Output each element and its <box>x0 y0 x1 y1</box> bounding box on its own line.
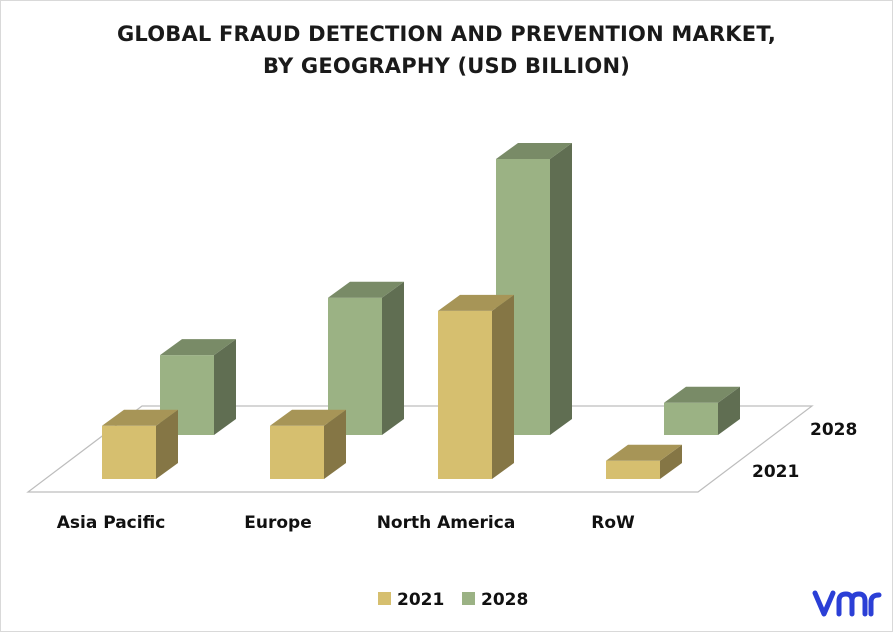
bar-front-face <box>270 425 324 479</box>
legend-swatch <box>462 592 475 605</box>
depth-label-2021: 2021 <box>752 462 799 482</box>
legend-item-2021: 2021 <box>378 590 444 610</box>
bar-top-face <box>606 444 682 461</box>
bar-side-face <box>324 409 346 479</box>
bar-top-face <box>102 409 178 426</box>
bar-row-2028 <box>664 386 740 435</box>
bar-row-2021 <box>606 444 682 479</box>
bar-front-face <box>102 425 156 479</box>
chart-title-line-1: GLOBAL FRAUD DETECTION AND PREVENTION MA… <box>116 22 777 46</box>
bar-front-face <box>606 460 660 479</box>
category-label-europe: Europe <box>244 513 311 533</box>
bar-side-face <box>660 444 682 479</box>
chart-title-line-2: BY GEOGRAPHY (USD BILLION) <box>262 54 631 78</box>
bar-side-face <box>214 339 236 435</box>
bar-top-face <box>496 143 572 159</box>
bar-top-face <box>270 409 346 426</box>
legend-label: 2028 <box>481 590 528 610</box>
bar-europe-2021 <box>270 409 346 479</box>
category-label-north-america: North America <box>377 513 516 533</box>
category-label-asia-pacific: Asia Pacific <box>57 513 166 533</box>
bar-side-face <box>550 143 572 435</box>
bar-side-face <box>382 281 404 435</box>
bar-side-face <box>492 294 514 479</box>
chart-legend: 2021 2028 <box>378 590 528 610</box>
bar-top-face <box>438 294 514 311</box>
legend-label: 2021 <box>397 590 444 610</box>
bar-europe-2028 <box>328 281 404 435</box>
bar-front-face <box>664 402 718 435</box>
depth-label-2028: 2028 <box>810 420 857 440</box>
bar-front-face <box>438 310 492 479</box>
bar-top-face <box>328 281 404 298</box>
category-labels: Asia Pacific Europe North America RoW <box>57 513 635 533</box>
chart-title: GLOBAL FRAUD DETECTION AND PREVENTION MA… <box>0 18 893 82</box>
legend-item-2028: 2028 <box>462 590 528 610</box>
category-label-row: RoW <box>591 513 635 533</box>
legend-swatch <box>378 592 391 605</box>
vmr-logo <box>812 590 882 617</box>
bar-north-america-2021 <box>438 294 514 479</box>
depth-labels: 2028 2021 <box>752 420 857 482</box>
bar-side-face <box>718 386 740 435</box>
bar-asia-pacific-2021 <box>102 409 178 479</box>
bar-side-face <box>156 409 178 479</box>
bar-top-face <box>160 339 236 356</box>
bar-top-face <box>664 386 740 403</box>
chart-bars <box>102 143 740 479</box>
